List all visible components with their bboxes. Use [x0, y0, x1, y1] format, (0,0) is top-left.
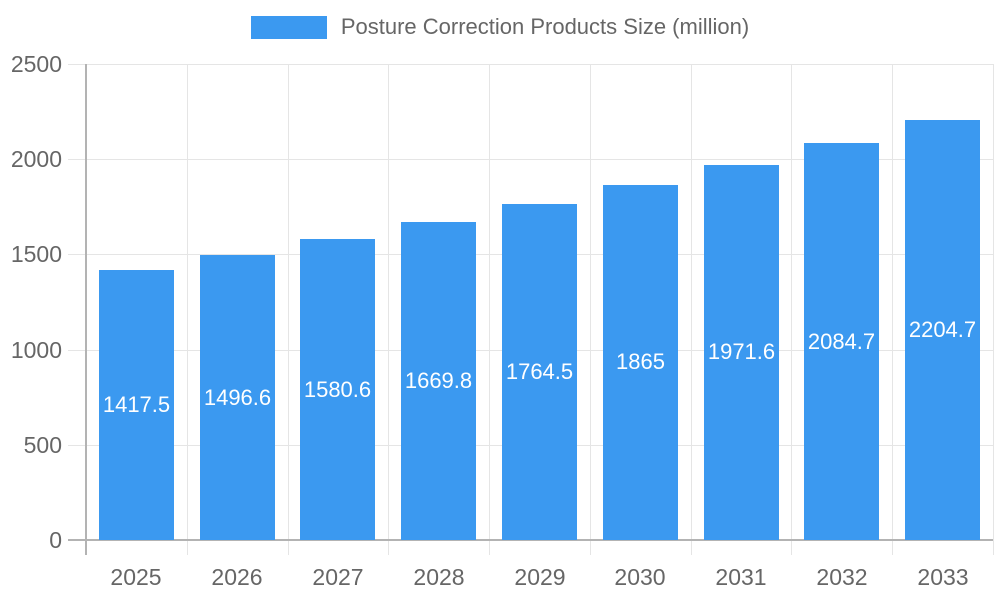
- y-tick-label: 0: [49, 527, 62, 553]
- y-axis-zero-tick: [68, 539, 86, 541]
- bar[interactable]: [502, 204, 577, 540]
- legend-label: Posture Correction Products Size (millio…: [340, 14, 750, 39]
- y-tick-label: 1000: [10, 337, 62, 363]
- x-tick-label: 2026: [211, 564, 263, 590]
- x-tick-label: 2029: [514, 564, 566, 590]
- x-tick-label: 2033: [917, 564, 969, 590]
- x-tick-label: 2025: [110, 564, 162, 590]
- bar-value-label: 2204.7: [908, 317, 977, 342]
- x-axis-tick: [892, 540, 893, 555]
- x-axis-tick: [993, 540, 994, 555]
- gridline-vertical: [892, 64, 893, 540]
- y-tick-label: 2500: [10, 51, 62, 77]
- bar-value-label: 1580.6: [303, 377, 372, 402]
- bar-value-label: 1764.5: [505, 359, 574, 384]
- bar[interactable]: [704, 165, 779, 540]
- x-axis-tick: [590, 540, 591, 555]
- bar-value-label: 1669.8: [404, 368, 473, 393]
- x-axis-tick: [791, 540, 792, 555]
- bar-value-label: 1865: [616, 349, 665, 374]
- x-tick-label: 2030: [614, 564, 666, 590]
- gridline-horizontal: [86, 64, 993, 65]
- x-tick-label: 2032: [816, 564, 868, 590]
- gridline-vertical: [187, 64, 188, 540]
- gridline-vertical: [791, 64, 792, 540]
- gridline-vertical: [388, 64, 389, 540]
- x-axis-tick: [388, 540, 389, 555]
- y-tick-label: 500: [23, 432, 62, 458]
- bar-value-label: 1496.6: [203, 385, 272, 410]
- gridline-vertical: [489, 64, 490, 540]
- bar-value-label: 2084.7: [807, 329, 876, 354]
- bar[interactable]: [603, 185, 678, 540]
- y-axis-tick: [68, 64, 86, 65]
- x-axis-tick: [489, 540, 490, 555]
- gridline-vertical: [590, 64, 591, 540]
- gridline-horizontal: [86, 159, 993, 160]
- x-axis-tick: [288, 540, 289, 555]
- bar[interactable]: [905, 120, 980, 540]
- y-axis-tick: [68, 445, 86, 446]
- y-tick-label: 2000: [10, 146, 62, 172]
- x-axis-tick: [691, 540, 692, 555]
- bar[interactable]: [401, 222, 476, 540]
- bar[interactable]: [804, 143, 879, 540]
- gridline-vertical: [993, 64, 994, 540]
- bar[interactable]: [300, 239, 375, 540]
- x-tick-label: 2027: [312, 564, 364, 590]
- x-axis-tick: [187, 540, 188, 555]
- y-axis-tick: [68, 254, 86, 255]
- y-axis-line: [85, 64, 87, 555]
- legend-swatch: [250, 15, 327, 39]
- bar-value-label: 1971.6: [707, 339, 776, 364]
- y-tick-label: 1500: [10, 241, 62, 267]
- x-tick-label: 2031: [715, 564, 767, 590]
- x-axis-line: [86, 539, 993, 541]
- legend[interactable]: Posture Correction Products Size (millio…: [0, 14, 1000, 40]
- y-axis-tick: [68, 159, 86, 160]
- gridline-vertical: [288, 64, 289, 540]
- bar[interactable]: [200, 255, 275, 540]
- x-tick-label: 2028: [413, 564, 465, 590]
- y-axis-tick: [68, 350, 86, 351]
- bar[interactable]: [99, 270, 174, 540]
- bar-value-label: 1417.5: [102, 392, 171, 417]
- gridline-vertical: [691, 64, 692, 540]
